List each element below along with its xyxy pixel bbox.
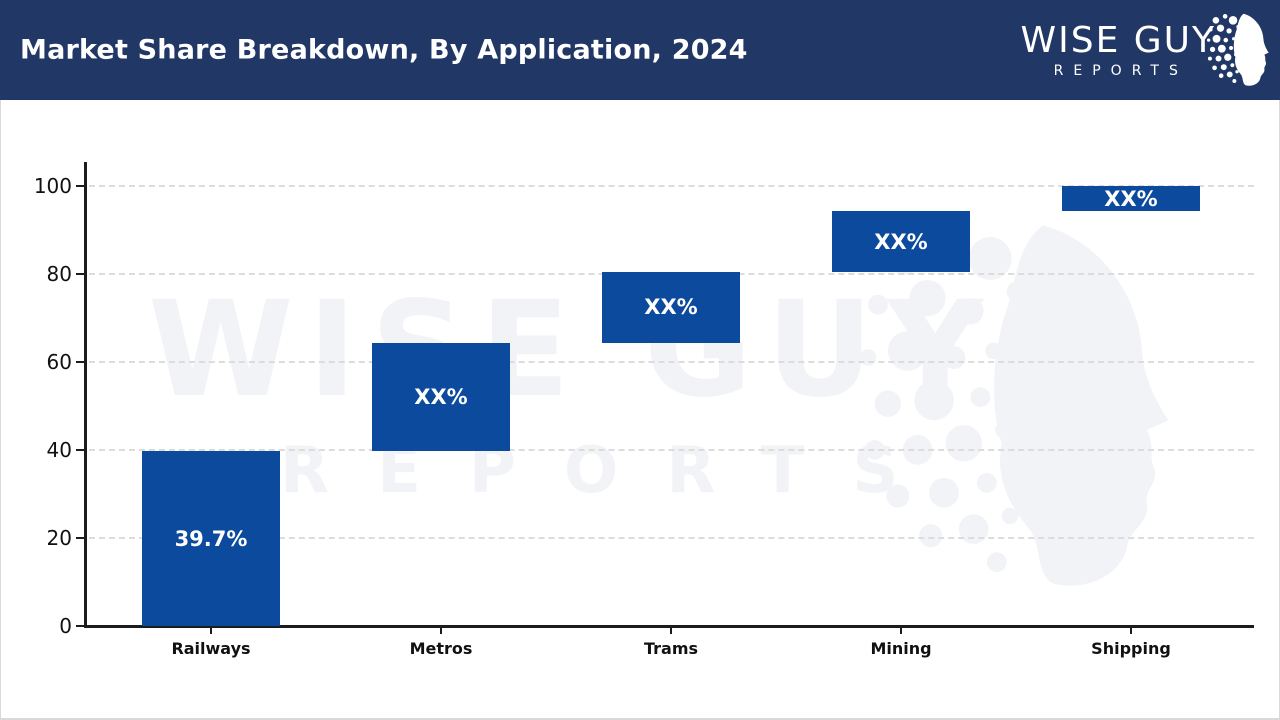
x-category-label: Shipping (1091, 639, 1171, 658)
y-tick (76, 185, 85, 187)
bar-value-label: XX% (414, 384, 468, 409)
y-tick-label: 20 (46, 526, 72, 550)
page-border-left (0, 100, 1, 720)
report-header: Market Share Breakdown, By Application, … (0, 0, 1280, 100)
bar-value-label: XX% (874, 229, 928, 254)
bar-railways: 39.7% (142, 451, 280, 626)
x-category-label: Metros (409, 639, 473, 658)
x-category-label: Mining (870, 639, 932, 658)
y-tick-label: 0 (59, 614, 72, 638)
bar-mining: XX% (832, 211, 970, 273)
x-axis-line (84, 625, 1254, 628)
logo-text: WISE GUY REPORTS (1020, 19, 1217, 79)
watermark-dotted-head-icon (859, 225, 1169, 586)
gridline (89, 537, 1254, 539)
bar-value-label: XX% (644, 295, 698, 320)
gridline (89, 361, 1254, 363)
bar-shipping: XX% (1062, 186, 1200, 212)
gridline (89, 185, 1254, 187)
watermark-wordmark: WISE GUY (148, 273, 998, 427)
bar-value-label: 39.7% (174, 526, 248, 551)
x-tick (1130, 626, 1132, 634)
x-tick (210, 626, 212, 634)
bar-value-label: XX% (1104, 186, 1158, 211)
logo-wordmark: WISE GUY (1020, 19, 1216, 61)
bar-trams: XX% (602, 272, 740, 343)
y-axis-line (84, 162, 87, 628)
x-tick (670, 626, 672, 634)
page-border-bottom (0, 718, 1280, 720)
wise-guy-reports-logo: WISE GUY REPORTS (1021, 11, 1271, 89)
logo-dotted-head-icon (1206, 13, 1269, 86)
x-category-label: Railways (171, 639, 251, 658)
logo-subtext: REPORTS (1053, 62, 1188, 79)
y-tick (76, 361, 85, 363)
gridline (89, 449, 1254, 451)
y-tick (76, 537, 85, 539)
x-category-label: Trams (643, 639, 699, 658)
y-tick (76, 273, 85, 275)
y-tick-label: 60 (46, 350, 72, 374)
bar-metros: XX% (372, 342, 510, 452)
chart-title: Market Share Breakdown, By Application, … (20, 34, 748, 66)
x-tick (440, 626, 442, 634)
y-tick-label: 100 (33, 174, 72, 198)
y-tick (76, 625, 85, 627)
y-tick (76, 449, 85, 451)
x-tick (900, 626, 902, 634)
y-tick-label: 80 (46, 262, 72, 286)
y-tick-label: 40 (46, 438, 72, 462)
